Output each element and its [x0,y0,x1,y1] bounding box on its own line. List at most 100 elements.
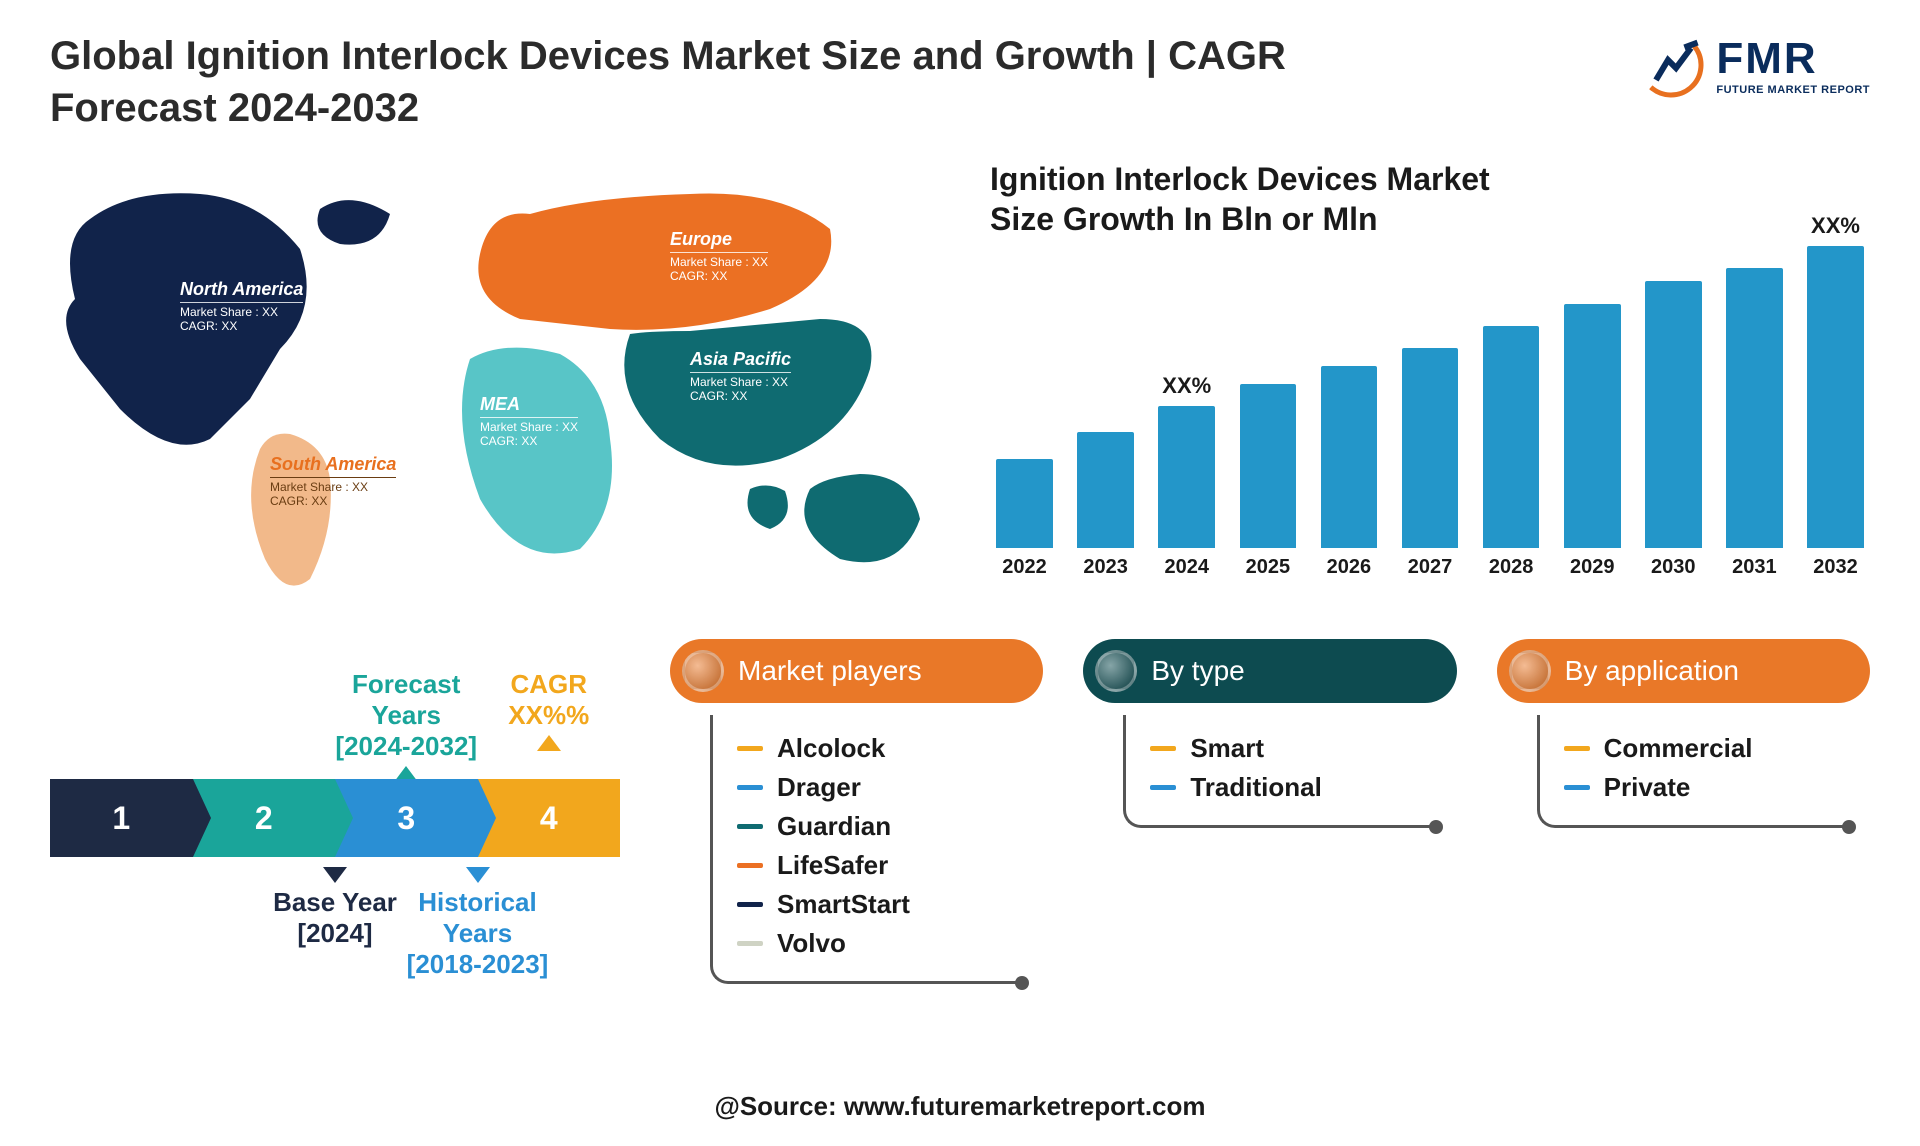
category-item-label: Private [1604,772,1691,803]
category-item: Drager [737,768,1023,807]
pill-dot-icon [1095,650,1137,692]
bar-year-label: 2031 [1732,556,1777,579]
category-column: By application Commercial Private [1497,639,1870,984]
legend-dash-icon [1150,785,1176,790]
label-asia-pacific: Asia Pacific Market Share : XXCAGR: XX [690,349,791,403]
category-bracket: Commercial Private [1537,715,1850,828]
category-bracket: Alcolock Drager Guardian LifeSafer Smart… [710,715,1023,984]
bottom-row: Forecast Years[2024-2032]CAGRXX%% 1234 B… [50,639,1870,984]
category-item-label: Alcolock [777,733,885,764]
bar-year-label: 2032 [1813,556,1858,579]
bar-year-label: 2030 [1651,556,1696,579]
category-item: Alcolock [737,729,1023,768]
timeline-label: Historical Years[2018-2023] [406,867,549,980]
category-title: Market players [738,655,922,687]
legend-dash-icon [737,824,763,829]
label-mea: MEA Market Share : XXCAGR: XX [480,394,578,448]
category-column: Market players Alcolock Drager Guardian … [670,639,1043,984]
source-line: @Source: www.futuremarketreport.com [0,1091,1920,1122]
timeline-label: Base Year[2024] [264,867,407,949]
bar-year-label: 2024 [1164,556,1209,579]
timeline-segment: 1 [50,779,193,857]
logo-icon [1636,30,1706,100]
category-item-label: Commercial [1604,733,1753,764]
bar [1726,268,1783,548]
timeline-top-labels: Forecast Years[2024-2032]CAGRXX%% [50,669,620,769]
category-item: SmartStart [737,885,1023,924]
bar-col: 2022 [990,459,1059,579]
timeline-segment: 3 [335,779,478,857]
category-item: Private [1564,768,1850,807]
bars-container: 2022 2023 XX% 2024 2025 2026 2027 2028 2029 2030 2… [990,259,1870,579]
category-title: By application [1565,655,1739,687]
bar-col: XX%2032 [1801,246,1870,579]
region-europe [478,193,831,329]
category-title: By type [1151,655,1244,687]
bar-col: 2028 [1477,326,1546,579]
category-pill: By application [1497,639,1870,703]
timeline-bar: 1234 [50,779,620,857]
bar [1402,348,1459,548]
logo-subtitle: FUTURE MARKET REPORT [1716,84,1870,96]
bar [996,459,1053,548]
bar-col: 2030 [1639,281,1708,579]
bar-col: 2029 [1558,304,1627,579]
timeline-bottom-labels: Base Year[2024]Historical Years[2018-202… [50,867,620,967]
legend-dash-icon [1564,785,1590,790]
bar-col: 2023 [1071,432,1140,579]
world-map: North America Market Share : XXCAGR: XX … [50,159,950,599]
label-europe: Europe Market Share : XXCAGR: XX [670,229,768,283]
map-svg [50,159,950,599]
arrow-down-icon [323,867,347,883]
bar [1158,406,1215,548]
category-item-label: SmartStart [777,889,910,920]
legend-dash-icon [737,902,763,907]
timeline: Forecast Years[2024-2032]CAGRXX%% 1234 B… [50,639,620,984]
bar [1807,246,1864,548]
bar-year-label: 2022 [1002,556,1047,579]
category-item: Commercial [1564,729,1850,768]
bar [1240,384,1297,548]
timeline-label: Forecast Years[2024-2032] [335,669,478,782]
category-item: Volvo [737,924,1023,963]
legend-dash-icon [737,863,763,868]
page-title: Global Ignition Interlock Devices Market… [50,30,1450,134]
category-item: Traditional [1150,768,1436,807]
category-pill: By type [1083,639,1456,703]
bar-year-label: 2025 [1246,556,1291,579]
bar [1321,366,1378,548]
timeline-label: CAGRXX%% [478,669,621,751]
category-bracket: Smart Traditional [1123,715,1436,828]
category-item-label: Drager [777,772,861,803]
legend-dash-icon [737,941,763,946]
bar-year-label: 2028 [1489,556,1534,579]
bar-col: 2026 [1314,366,1383,579]
categories: Market players Alcolock Drager Guardian … [670,639,1870,984]
bar-annotation: XX% [1162,373,1211,399]
label-north-america: North America Market Share : XXCAGR: XX [180,279,303,333]
bar [1077,432,1134,548]
label-south-america: South America Market Share : XXCAGR: XX [270,454,396,508]
bar-col: 2025 [1233,384,1302,579]
header: Global Ignition Interlock Devices Market… [50,30,1870,134]
timeline-segment: 4 [478,779,621,857]
category-pill: Market players [670,639,1043,703]
bar-annotation: XX% [1811,213,1860,239]
category-item-label: Volvo [777,928,846,959]
category-item-label: Smart [1190,733,1264,764]
bar-year-label: 2023 [1083,556,1128,579]
pill-dot-icon [682,650,724,692]
category-item-label: Traditional [1190,772,1321,803]
arrow-up-icon [537,735,561,751]
category-item: LifeSafer [737,846,1023,885]
bar-chart: Ignition Interlock Devices Market Size G… [990,159,1870,599]
chart-title: Ignition Interlock Devices Market Size G… [990,159,1490,239]
bar-col: 2027 [1395,348,1464,579]
timeline-segment: 2 [193,779,336,857]
bar-year-label: 2029 [1570,556,1615,579]
logo-abbrev: FMR [1716,34,1870,84]
category-item: Guardian [737,807,1023,846]
bar-year-label: 2026 [1327,556,1372,579]
pill-dot-icon [1509,650,1551,692]
bar [1483,326,1540,548]
